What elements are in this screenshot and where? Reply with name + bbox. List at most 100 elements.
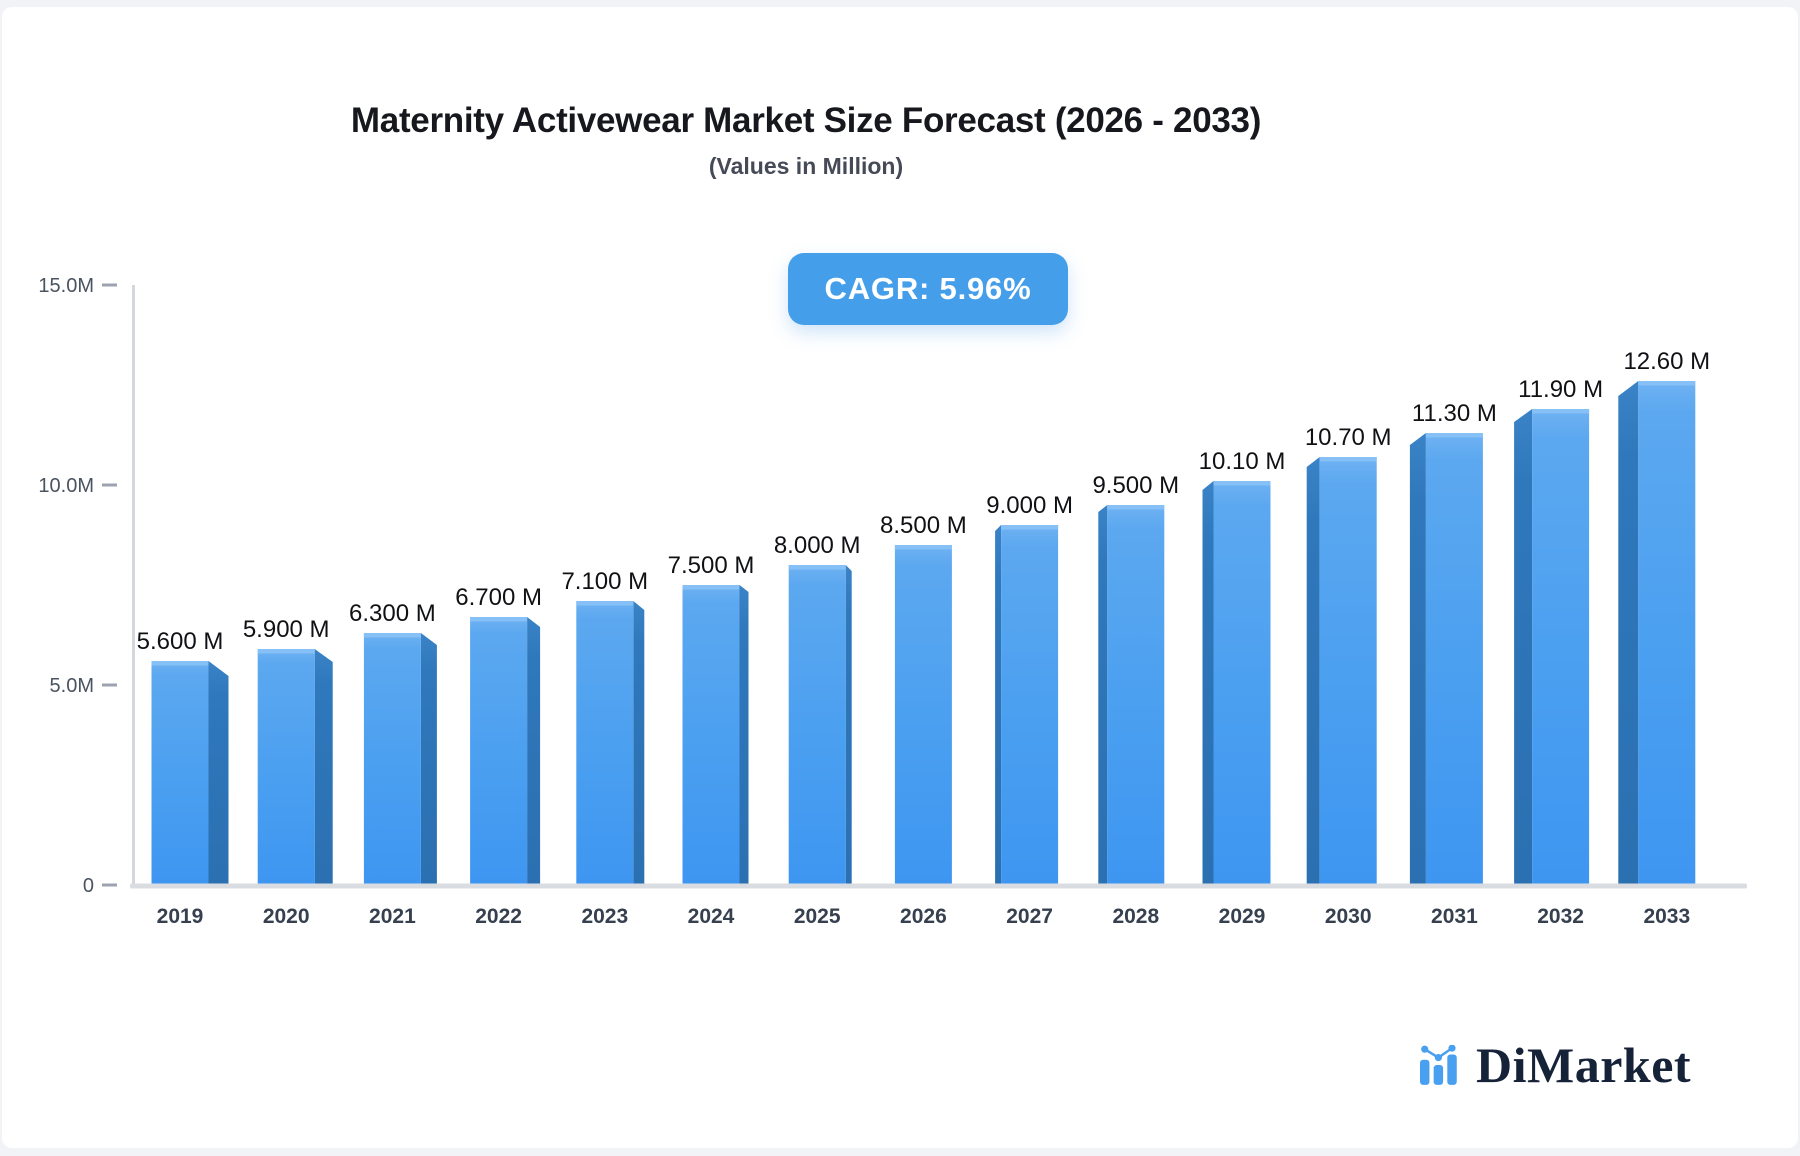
bar-2033 (1638, 381, 1696, 885)
bar-side-face (208, 661, 229, 885)
bar-value-label-2031: 11.30 M (1412, 400, 1497, 427)
bar-group-2028: 9.500 M 2028 (1092, 472, 1179, 928)
bar-top-highlight (1001, 525, 1059, 530)
chart-title: Maternity Activewear Market Size Forecas… (350, 101, 1262, 140)
bar-top-highlight (470, 617, 528, 622)
x-axis-label-2033: 2033 (1643, 905, 1690, 928)
bar-value-label-2033: 12.60 M (1623, 348, 1710, 375)
bar-top-highlight (682, 585, 740, 590)
bar-value-label-2023: 7.100 M (561, 568, 648, 595)
bar-top-highlight (1425, 433, 1483, 438)
x-axis-label-2022: 2022 (475, 905, 522, 928)
x-axis-label-2027: 2027 (1006, 905, 1053, 928)
bar-top-highlight (363, 633, 421, 638)
bar-value-label-2022: 6.700 M (455, 584, 542, 611)
bar-group-2019: 5.600 M 2019 (137, 628, 229, 928)
bar-top-highlight (788, 565, 846, 570)
bar-side-face (1514, 409, 1533, 885)
bar-2024 (682, 585, 740, 885)
bar-2029 (1213, 481, 1271, 885)
bar-value-label-2030: 10.70 M (1305, 424, 1392, 451)
bar-value-label-2029: 10.10 M (1199, 448, 1286, 475)
bar-group-2024: 7.500 M 2024 (668, 552, 755, 928)
brand-name: DiMarket (1476, 1037, 1692, 1093)
x-axis-label-2021: 2021 (369, 905, 416, 928)
bar-value-label-2019: 5.600 M (137, 628, 224, 655)
bar-group-2029: 10.10 M 2029 (1199, 448, 1286, 928)
bar-2027 (1001, 525, 1059, 885)
x-axis-label-2019: 2019 (157, 905, 204, 928)
bar-side-face (1409, 433, 1426, 885)
y-axis-tick-label: 0 (83, 875, 94, 897)
bar-group-2031: 11.30 M 2031 (1409, 400, 1497, 928)
bar-side-face (1306, 457, 1320, 885)
bar-side-face (845, 565, 852, 885)
x-axis-label-2026: 2026 (900, 905, 947, 928)
bar-top-highlight (1532, 409, 1590, 414)
bar-top-highlight (1319, 457, 1377, 462)
bar-2025 (788, 565, 846, 885)
x-axis-label-2023: 2023 (581, 905, 628, 928)
bar-side-face (1202, 481, 1214, 885)
bar-2023 (576, 601, 634, 885)
bar-2030 (1319, 457, 1377, 885)
bar-2022 (470, 617, 528, 885)
bar-group-2027: 9.000 M 2027 (986, 492, 1073, 928)
bar-side-face (1618, 381, 1639, 885)
bar-group-2021: 6.300 M 2021 (349, 600, 437, 928)
bar-2020 (257, 649, 315, 885)
x-axis-label-2029: 2029 (1219, 905, 1266, 928)
bar-group-2026: 8.500 M 2026 (880, 512, 967, 928)
bar-2031 (1425, 433, 1483, 885)
bar-top-highlight (257, 649, 315, 654)
bar-side-face (420, 633, 437, 885)
x-axis-label-2025: 2025 (794, 905, 841, 928)
x-axis-label-2031: 2031 (1431, 905, 1478, 928)
bar-2026 (894, 545, 952, 885)
bar-top-highlight (151, 661, 209, 666)
bar-value-label-2021: 6.300 M (349, 600, 436, 627)
bar-top-highlight (894, 545, 952, 550)
bar-2028 (1107, 505, 1165, 885)
bar-side-face (1098, 505, 1108, 885)
bar-value-label-2028: 9.500 M (1092, 472, 1179, 499)
bar-value-label-2027: 9.000 M (986, 492, 1073, 519)
bar-value-label-2020: 5.900 M (243, 616, 330, 643)
logo-line (1421, 1045, 1456, 1062)
bar-side-face (633, 601, 645, 885)
x-axis-label-2028: 2028 (1112, 905, 1159, 928)
bar-2032 (1532, 409, 1590, 885)
bar-group-2025: 8.000 M 2025 (774, 532, 861, 928)
bar-group-2032: 11.90 M 2032 (1514, 376, 1603, 928)
y-axis-tick-label: 15.0M (38, 275, 94, 297)
bar-top-highlight (576, 601, 634, 606)
x-axis-label-2032: 2032 (1537, 905, 1584, 928)
bar-value-label-2026: 8.500 M (880, 512, 967, 539)
cagr-badge: CAGR: 5.96% (788, 253, 1068, 325)
brand-logo: DiMarket (1420, 1040, 1691, 1090)
y-axis-tick-label: 10.0M (38, 475, 94, 497)
chart-card: Maternity Activewear Market Size Forecas… (2, 7, 1798, 1148)
x-axis-label-2030: 2030 (1325, 905, 1372, 928)
bar-value-label-2032: 11.90 M (1518, 376, 1603, 403)
x-axis-label-2020: 2020 (263, 905, 310, 928)
bar-side-face (527, 617, 541, 885)
bar-group-2023: 7.100 M 2023 (561, 568, 648, 928)
bar-2021 (363, 633, 421, 885)
bar-side-face (995, 525, 1002, 885)
dimarket-chart-icon (1420, 1045, 1457, 1085)
bar-group-2030: 10.70 M 2030 (1305, 424, 1392, 928)
x-axis-label-2024: 2024 (688, 905, 735, 928)
y-axis-tick-label: 5.0M (50, 675, 94, 697)
bar-value-label-2024: 7.500 M (668, 552, 755, 579)
bar-2019 (151, 661, 209, 885)
bar-top-highlight (1107, 505, 1165, 510)
bar-top-highlight (1213, 481, 1271, 486)
bar-group-2020: 5.900 M 2020 (243, 616, 333, 928)
bar-value-label-2025: 8.000 M (774, 532, 861, 559)
logo-bars (1420, 1054, 1457, 1085)
x-axis-baseline (130, 883, 1747, 889)
bar-side-face (739, 585, 749, 885)
chart-subtitle: (Values in Million) (708, 153, 904, 179)
